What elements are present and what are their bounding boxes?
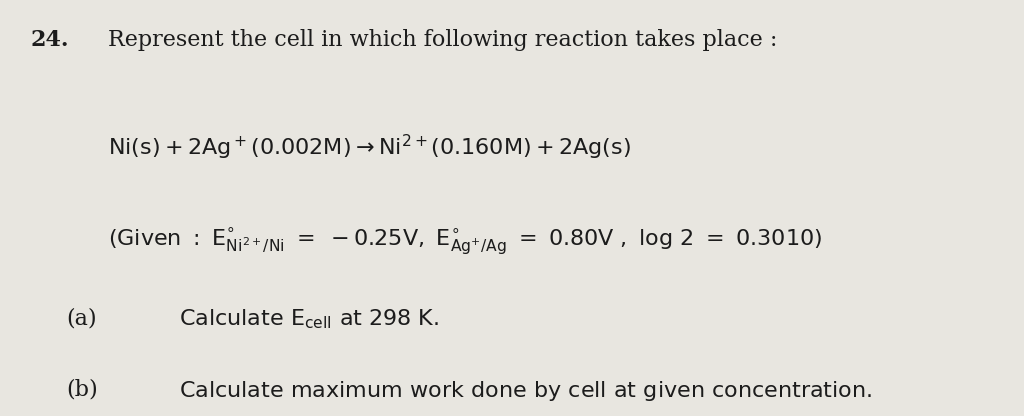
Text: $\mathrm{Calculate\ maximum\ work\ done\ by\ cell\ at\ given\ concentration.}$: $\mathrm{Calculate\ maximum\ work\ done\…: [179, 379, 872, 403]
Text: $\mathrm{Calculate\ E_{cell}\ at\ 298\ K.}$: $\mathrm{Calculate\ E_{cell}\ at\ 298\ K…: [179, 308, 439, 332]
Text: $\mathrm{Ni(s) + 2Ag^+(0.002M) \rightarrow Ni^{2+}(0.160M) + 2Ag(s)}$: $\mathrm{Ni(s) + 2Ag^+(0.002M) \rightarr…: [108, 133, 631, 162]
Text: (a): (a): [67, 308, 97, 330]
Text: Represent the cell in which following reaction takes place :: Represent the cell in which following re…: [108, 29, 777, 51]
Text: $(\mathrm{Given\ :\ E^{\circ}_{Ni^{2+}/Ni}\ =\ -0.25V,\ E^{\circ}_{Ag^{+}/Ag}\ =: $(\mathrm{Given\ :\ E^{\circ}_{Ni^{2+}/N…: [108, 225, 821, 257]
Text: 24.: 24.: [31, 29, 70, 51]
Text: (b): (b): [67, 379, 98, 401]
